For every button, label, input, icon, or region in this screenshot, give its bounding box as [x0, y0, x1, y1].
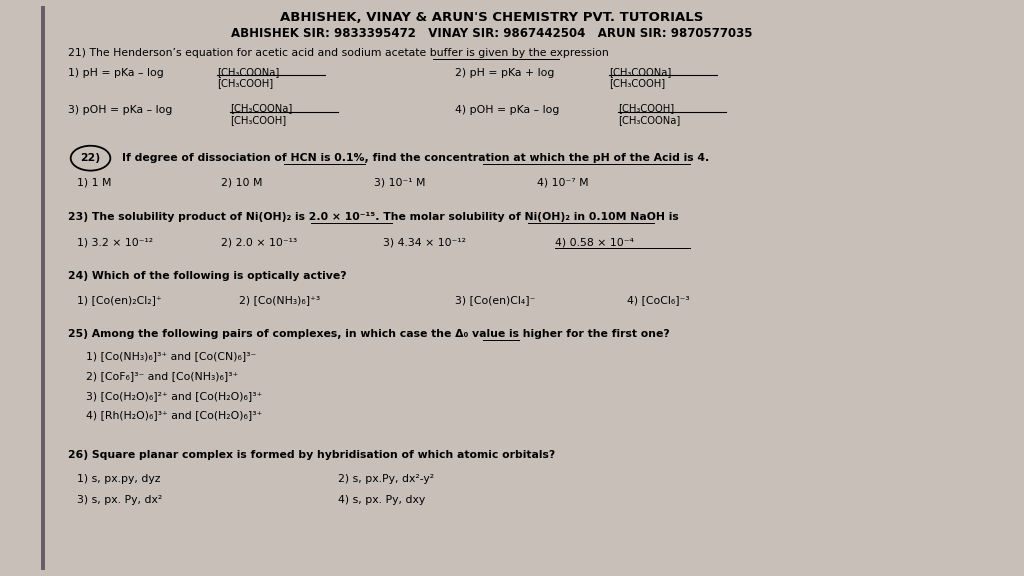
Text: 3) s, px. Py, dx²: 3) s, px. Py, dx² [77, 495, 162, 505]
Text: If degree of dissociation of HCN is 0.1%, find the concentration at which the pH: If degree of dissociation of HCN is 0.1%… [122, 153, 710, 162]
Text: ABHISHEK, VINAY & ARUN'S CHEMISTRY PVT. TUTORIALS: ABHISHEK, VINAY & ARUN'S CHEMISTRY PVT. … [280, 12, 703, 24]
Text: 3) 4.34 × 10⁻¹²: 3) 4.34 × 10⁻¹² [383, 237, 466, 247]
Text: [CH₃COONa]: [CH₃COONa] [617, 115, 680, 125]
Text: 2) [CoF₆]³⁻ and [Co(NH₃)₆]³⁺: 2) [CoF₆]³⁻ and [Co(NH₃)₆]³⁺ [86, 371, 239, 381]
Text: [CH₃COOH]: [CH₃COOH] [617, 104, 674, 113]
Text: 21) The Henderson’s equation for acetic acid and sodium acetate buffer is given : 21) The Henderson’s equation for acetic … [68, 48, 608, 58]
Text: 24) Which of the following is optically active?: 24) Which of the following is optically … [68, 271, 346, 281]
Text: [CH₃COOH]: [CH₃COOH] [217, 78, 272, 88]
Text: 2) pH = pKa + log: 2) pH = pKa + log [456, 68, 555, 78]
Text: 1) 3.2 × 10⁻¹²: 1) 3.2 × 10⁻¹² [77, 237, 154, 247]
Text: 23) The solubility product of Ni(OH)₂ is 2.0 × 10⁻¹⁵. The molar solubility of Ni: 23) The solubility product of Ni(OH)₂ is… [68, 212, 679, 222]
Text: 25) Among the following pairs of complexes, in which case the Δ₀ value is higher: 25) Among the following pairs of complex… [68, 329, 670, 339]
Text: 2) 2.0 × 10⁻¹³: 2) 2.0 × 10⁻¹³ [221, 237, 297, 247]
Text: 4) 0.58 × 10⁻⁴: 4) 0.58 × 10⁻⁴ [555, 237, 634, 247]
Text: [CH₃COONa]: [CH₃COONa] [230, 104, 293, 113]
FancyBboxPatch shape [32, 0, 45, 576]
Text: 2) s, px.Py, dx²-y²: 2) s, px.Py, dx²-y² [338, 473, 434, 484]
Text: [CH₃COOH]: [CH₃COOH] [608, 78, 665, 88]
Text: 1) 1 M: 1) 1 M [77, 178, 112, 188]
Text: 3) pOH = pKa – log: 3) pOH = pKa – log [68, 105, 172, 115]
Text: 4) s, px. Py, dxy: 4) s, px. Py, dxy [338, 495, 426, 505]
Text: 3) 10⁻¹ M: 3) 10⁻¹ M [375, 178, 426, 188]
Text: [CH₃COONa]: [CH₃COONa] [608, 67, 671, 77]
Text: 3) [Co(H₂O)₆]²⁺ and [Co(H₂O)₆]³⁺: 3) [Co(H₂O)₆]²⁺ and [Co(H₂O)₆]³⁺ [86, 391, 262, 401]
Text: 2) [Co(NH₃)₆]⁺³: 2) [Co(NH₃)₆]⁺³ [240, 295, 321, 305]
Text: 26) Square planar complex is formed by hybridisation of which atomic orbitals?: 26) Square planar complex is formed by h… [68, 450, 555, 460]
Text: [CH₃COOH]: [CH₃COOH] [230, 115, 287, 125]
Text: 3) [Co(en)Cl₄]⁻: 3) [Co(en)Cl₄]⁻ [456, 295, 536, 305]
Text: 22): 22) [81, 153, 100, 163]
Text: 4) pOH = pKa – log: 4) pOH = pKa – log [456, 105, 560, 115]
Text: 4) [CoCl₆]⁻³: 4) [CoCl₆]⁻³ [627, 295, 689, 305]
Text: 1) [Co(NH₃)₆]³⁺ and [Co(CN)₆]³⁻: 1) [Co(NH₃)₆]³⁺ and [Co(CN)₆]³⁻ [86, 351, 256, 361]
Text: 2) 10 M: 2) 10 M [221, 178, 263, 188]
Text: 1) pH = pKa – log: 1) pH = pKa – log [68, 68, 164, 78]
Text: [CH₃COONa]: [CH₃COONa] [217, 67, 279, 77]
Text: 4) [Rh(H₂O)₆]³⁺ and [Co(H₂O)₆]³⁺: 4) [Rh(H₂O)₆]³⁺ and [Co(H₂O)₆]³⁺ [86, 411, 262, 420]
Text: 1) [Co(en)₂Cl₂]⁺: 1) [Co(en)₂Cl₂]⁺ [77, 295, 162, 305]
Text: ABHISHEK SIR: 9833395472   VINAY SIR: 9867442504   ARUN SIR: 9870577035: ABHISHEK SIR: 9833395472 VINAY SIR: 9867… [230, 27, 753, 40]
Text: 4) 10⁻⁷ M: 4) 10⁻⁷ M [537, 178, 588, 188]
Text: 1) s, px.py, dyz: 1) s, px.py, dyz [77, 473, 161, 484]
